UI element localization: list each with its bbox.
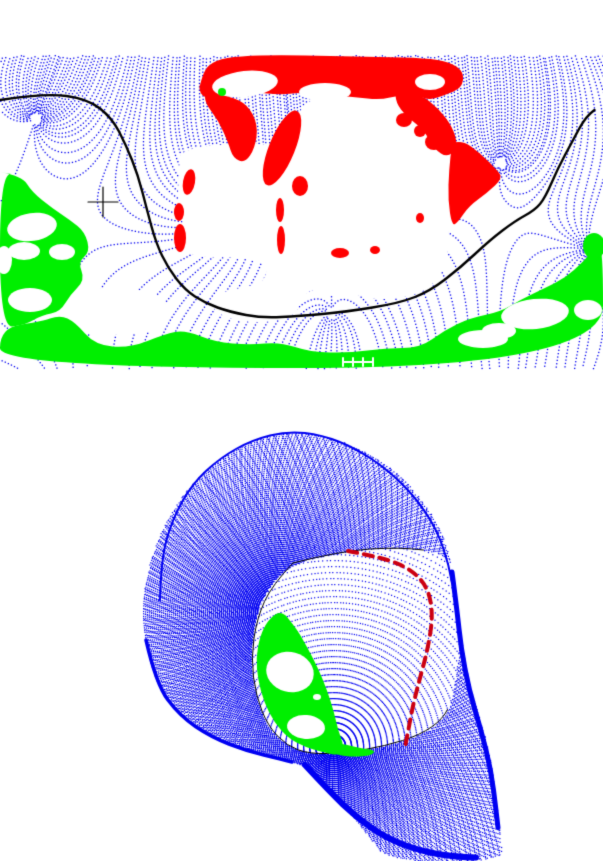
map-projection-panel [0, 55, 603, 368]
surface-3d-panel [0, 420, 603, 861]
